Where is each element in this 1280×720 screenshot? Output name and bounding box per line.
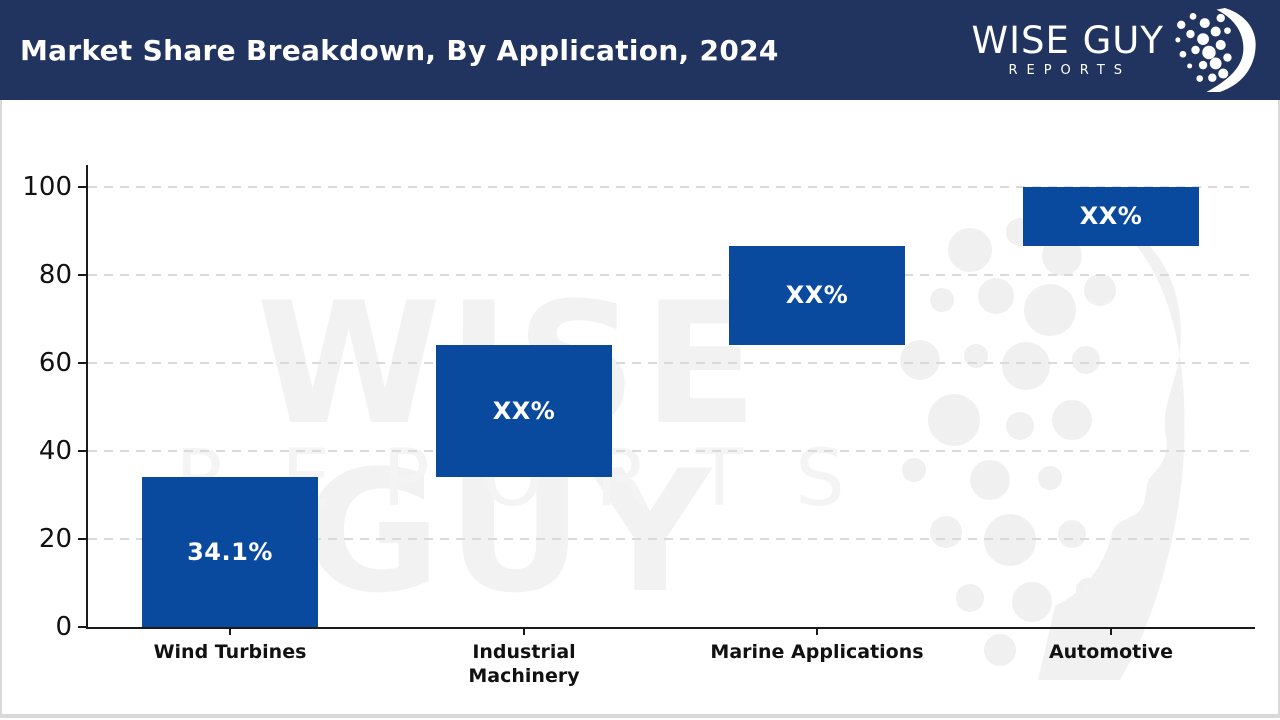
y-tick-mark — [78, 186, 86, 188]
gridline-40 — [88, 450, 1255, 452]
y-tick-label-20: 20 — [38, 524, 72, 554]
gridline-60 — [88, 362, 1255, 364]
gridline-80 — [88, 274, 1255, 276]
y-tick-mark — [78, 362, 86, 364]
y-tick-mark — [78, 626, 86, 628]
x-tick-label-industrial-machinery: Industrial Machinery — [468, 641, 580, 687]
wiseguy-logo-head-icon — [1175, 8, 1256, 92]
y-tick-label-40: 40 — [38, 436, 72, 466]
y-tick-label-80: 80 — [38, 260, 72, 290]
wiseguy-logo-subtext: REPORTS — [1008, 63, 1132, 78]
wiseguy-logo-name: WISE GUY — [971, 19, 1164, 62]
y-tick-label-100: 100 — [22, 172, 72, 202]
y-tick-mark — [78, 274, 86, 276]
x-tick-label-wind-turbines: Wind Turbines — [153, 641, 307, 663]
y-axis-labels: 0 20 40 60 80 100 — [0, 165, 88, 642]
x-tick-mark — [229, 627, 231, 635]
y-tick-label-60: 60 — [38, 348, 72, 378]
bar-value-label-wind-turbines: 34.1% — [187, 537, 273, 566]
wiseguy-logo-text: WISE GUY REPORTS — [972, 22, 1164, 78]
x-tick-label-marine-applications: Marine Applications — [710, 641, 924, 663]
x-tick-label-automotive: Automotive — [1048, 641, 1174, 663]
bar-value-label-automotive: XX% — [1079, 202, 1143, 231]
bar-industrial-machinery: XX% — [436, 344, 612, 477]
chart-title: Market Share Breakdown, By Application, … — [20, 33, 779, 67]
plot-area: 34.1% Wind Turbines XX% Industrial Machiner… — [88, 165, 1255, 687]
bar-automotive: XX% — [1023, 187, 1199, 246]
y-axis-line — [86, 165, 88, 627]
bar-marine-applications: XX% — [729, 245, 905, 345]
x-tick-mark — [816, 627, 818, 635]
y-tick-mark — [78, 450, 86, 452]
bottom-rule — [0, 716, 1280, 718]
gridline-20 — [88, 538, 1255, 540]
bar-wind-turbines: 34.1% — [142, 476, 318, 627]
gridline-100 — [88, 186, 1255, 188]
header-bar: Market Share Breakdown, By Application, … — [0, 0, 1280, 100]
bar-value-label-industrial-machinery: XX% — [492, 396, 556, 425]
bar-value-label-marine-applications: XX% — [785, 281, 849, 310]
y-tick-label-0: 0 — [55, 612, 72, 642]
wiseguy-logo: WISE GUY REPORTS — [972, 8, 1262, 92]
x-tick-mark — [1110, 627, 1112, 635]
y-tick-mark — [78, 538, 86, 540]
x-tick-mark — [523, 627, 525, 635]
x-axis-line — [86, 627, 1255, 629]
